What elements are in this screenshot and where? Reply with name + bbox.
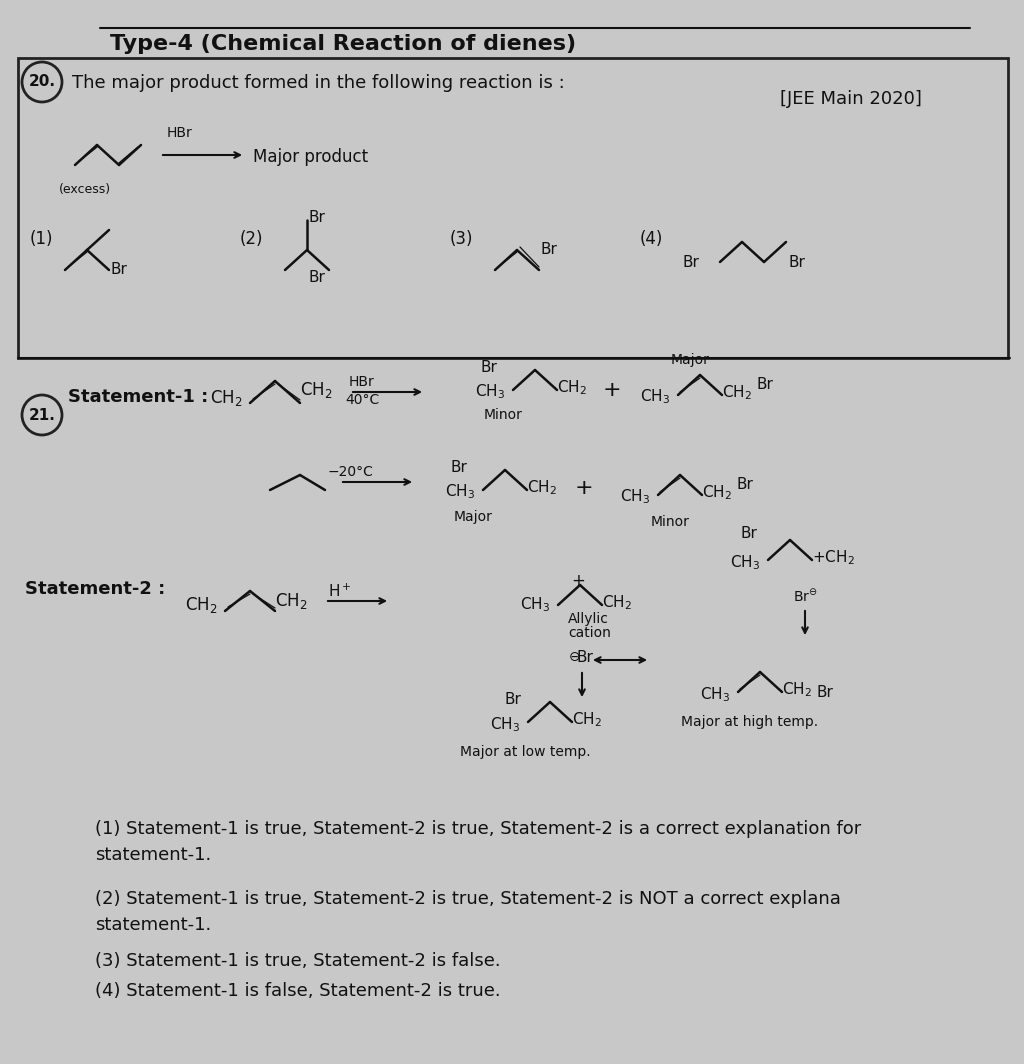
Text: statement-1.: statement-1.	[95, 846, 211, 864]
Text: $\mathregular{CH_2}$: $\mathregular{CH_2}$	[572, 710, 602, 729]
Text: (4) Statement-1 is false, Statement-2 is true.: (4) Statement-1 is false, Statement-2 is…	[95, 982, 501, 1000]
Text: Br: Br	[816, 685, 833, 700]
Text: (1): (1)	[30, 230, 53, 248]
Text: $\mathregular{CH_3}$: $\mathregular{CH_3}$	[520, 595, 550, 614]
Text: Br: Br	[683, 255, 699, 270]
Text: $\mathregular{CH_2}$: $\mathregular{CH_2}$	[527, 478, 557, 497]
Text: cation: cation	[568, 626, 611, 641]
Text: statement-1.: statement-1.	[95, 916, 211, 934]
Text: HBr: HBr	[167, 126, 193, 140]
Text: (1) Statement-1 is true, Statement-2 is true, Statement-2 is a correct explanati: (1) Statement-1 is true, Statement-2 is …	[95, 820, 861, 838]
Text: Major product: Major product	[253, 148, 368, 166]
Text: Minor: Minor	[483, 408, 522, 422]
Text: $\mathregular{H^+}$: $\mathregular{H^+}$	[329, 583, 351, 600]
Text: Br: Br	[480, 360, 497, 375]
Text: The major product formed in the following reaction is :: The major product formed in the followin…	[72, 74, 565, 92]
Text: 21.: 21.	[29, 408, 55, 422]
Text: Major: Major	[671, 353, 710, 367]
Text: $\mathregular{CH_3}$: $\mathregular{CH_3}$	[490, 715, 520, 734]
Text: (3) Statement-1 is true, Statement-2 is false.: (3) Statement-1 is true, Statement-2 is …	[95, 952, 501, 970]
Text: −20°C: −20°C	[327, 465, 373, 479]
Text: $\mathregular{CH_3}$: $\mathregular{CH_3}$	[730, 553, 760, 571]
Text: (excess): (excess)	[59, 183, 111, 196]
Text: $\mathregular{CH_3}$: $\mathregular{CH_3}$	[640, 387, 670, 405]
Text: (2) Statement-1 is true, Statement-2 is true, Statement-2 is NOT a correct expla: (2) Statement-1 is true, Statement-2 is …	[95, 890, 841, 908]
Text: +: +	[575, 478, 594, 498]
Text: (4): (4)	[640, 230, 664, 248]
Text: Allylic: Allylic	[568, 612, 609, 626]
Text: 20.: 20.	[29, 74, 55, 89]
Text: Br: Br	[788, 255, 805, 270]
Text: Br: Br	[577, 650, 594, 665]
Text: $\mathregular{CH_2}$: $\mathregular{CH_2}$	[702, 483, 732, 502]
Text: Br: Br	[736, 477, 753, 492]
Text: $\mathregular{CH_3}$: $\mathregular{CH_3}$	[475, 382, 505, 401]
Text: Br: Br	[309, 210, 326, 225]
Text: 40°C: 40°C	[345, 393, 379, 408]
Text: $\ominus$: $\ominus$	[568, 650, 581, 664]
Text: $\mathregular{CH_3}$: $\mathregular{CH_3}$	[620, 487, 650, 505]
Text: Major at high temp.: Major at high temp.	[681, 715, 818, 729]
Text: +: +	[571, 572, 585, 591]
Text: $\mathregular{CH_3}$: $\mathregular{CH_3}$	[700, 685, 730, 703]
Text: Br: Br	[450, 460, 467, 475]
Text: $\mathregular{CH_2}$: $\mathregular{CH_2}$	[210, 388, 243, 408]
Text: Statement-1 :: Statement-1 :	[68, 388, 208, 406]
Text: Minor: Minor	[650, 515, 689, 529]
Text: $\mathregular{+CH_2}$: $\mathregular{+CH_2}$	[812, 548, 855, 567]
Text: Br: Br	[309, 270, 326, 285]
Text: Br: Br	[541, 242, 558, 257]
Text: $\mathregular{CH_2}$: $\mathregular{CH_2}$	[275, 591, 307, 611]
Text: Major: Major	[454, 510, 493, 523]
Text: $\mathregular{CH_2}$: $\mathregular{CH_2}$	[557, 378, 587, 397]
Text: $\mathregular{CH_3}$: $\mathregular{CH_3}$	[445, 482, 475, 501]
Text: Br: Br	[756, 377, 773, 392]
Text: $\mathregular{CH_2}$: $\mathregular{CH_2}$	[722, 383, 752, 402]
Text: (2): (2)	[240, 230, 263, 248]
Text: $\mathregular{CH_2}$: $\mathregular{CH_2}$	[602, 593, 632, 612]
Text: Br: Br	[505, 692, 522, 706]
Text: +: +	[603, 380, 622, 400]
Text: Statement-2 :: Statement-2 :	[25, 580, 165, 598]
Text: Br: Br	[111, 262, 128, 277]
Text: HBr: HBr	[349, 375, 375, 389]
Text: Type-4 (Chemical Reaction of dienes): Type-4 (Chemical Reaction of dienes)	[110, 34, 577, 54]
Text: Major at low temp.: Major at low temp.	[460, 745, 590, 759]
Text: $\mathregular{Br^{\ominus}}$: $\mathregular{Br^{\ominus}}$	[793, 588, 817, 604]
Text: $\mathregular{CH_2}$: $\mathregular{CH_2}$	[300, 380, 333, 400]
Text: $\mathregular{CH_2}$: $\mathregular{CH_2}$	[782, 680, 812, 699]
Text: (3): (3)	[450, 230, 473, 248]
Bar	[18, 59, 1008, 358]
Text: $\mathregular{CH_2}$: $\mathregular{CH_2}$	[185, 595, 217, 615]
Text: [JEE Main 2020]: [JEE Main 2020]	[780, 90, 922, 109]
Text: Br: Br	[740, 526, 757, 541]
